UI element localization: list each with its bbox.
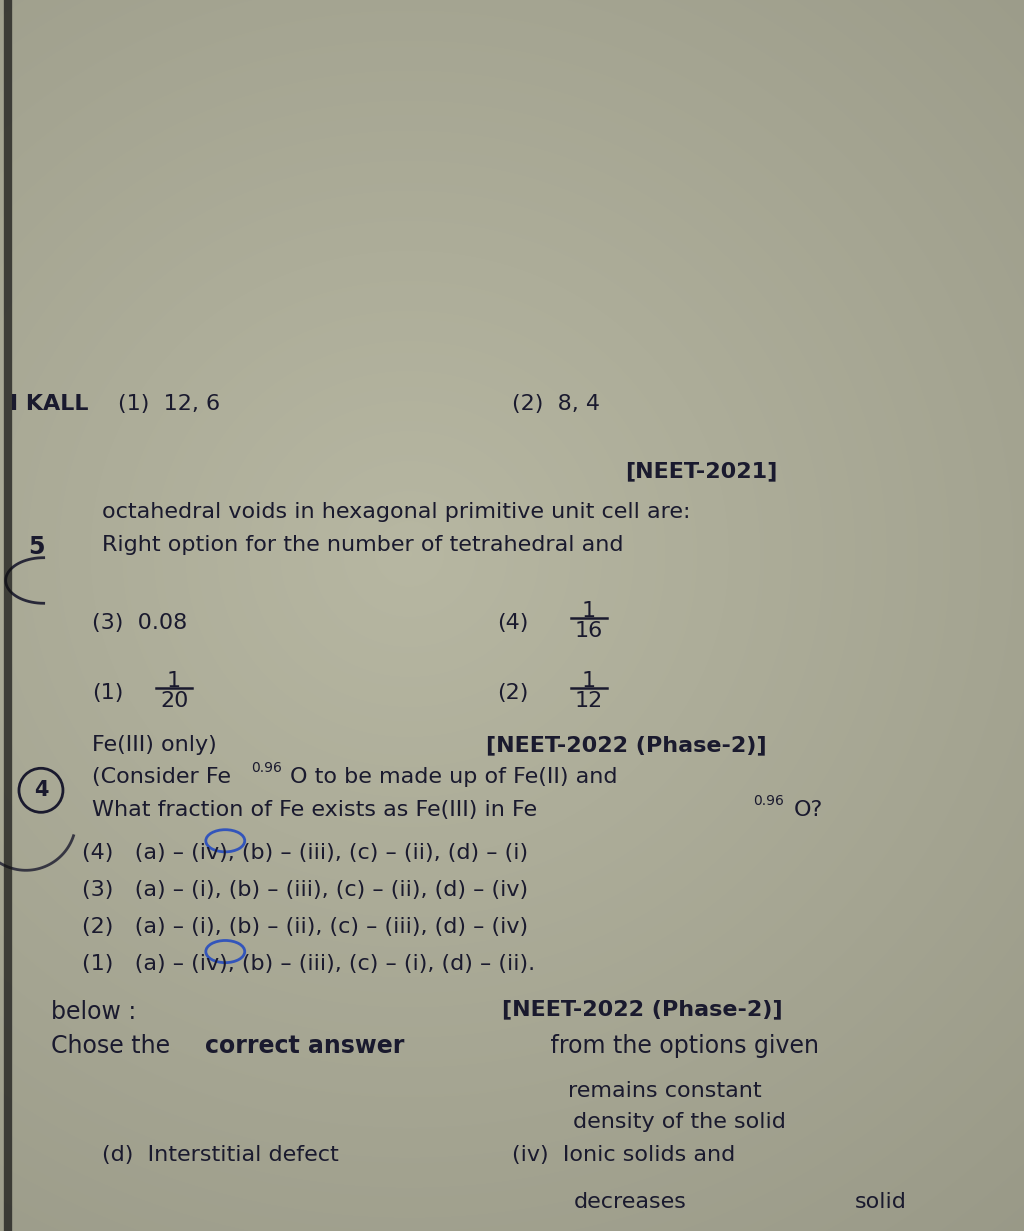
Text: 1: 1 bbox=[582, 601, 596, 620]
Text: 0.96: 0.96 bbox=[251, 761, 282, 774]
Text: Chose the: Chose the bbox=[51, 1034, 178, 1057]
Text: octahedral voids in hexagonal primitive unit cell are:: octahedral voids in hexagonal primitive … bbox=[102, 502, 691, 522]
Text: (Consider Fe: (Consider Fe bbox=[92, 767, 231, 787]
Text: decreases: decreases bbox=[573, 1192, 686, 1211]
Text: (3)   (a) – (i), (b) – (iii), (c) – (ii), (d) – (iv): (3) (a) – (i), (b) – (iii), (c) – (ii), … bbox=[82, 880, 528, 900]
Text: (1)   (a) – (iv), (b) – (iii), (c) – (i), (d) – (ii).: (1) (a) – (iv), (b) – (iii), (c) – (i), … bbox=[82, 954, 536, 974]
Text: [NEET-2021]: [NEET-2021] bbox=[625, 462, 777, 481]
Text: O to be made up of Fe(II) and: O to be made up of Fe(II) and bbox=[290, 767, 617, 787]
Text: 5: 5 bbox=[29, 535, 45, 559]
Text: (d)  Interstitial defect: (d) Interstitial defect bbox=[102, 1145, 339, 1165]
Text: [NEET-2022 (Phase-2)]: [NEET-2022 (Phase-2)] bbox=[502, 1000, 782, 1019]
Text: Right option for the number of tetrahedral and: Right option for the number of tetrahedr… bbox=[102, 535, 624, 555]
Text: (1)  12, 6: (1) 12, 6 bbox=[118, 394, 220, 414]
Text: 1: 1 bbox=[582, 671, 596, 691]
Text: (4): (4) bbox=[497, 613, 528, 633]
Text: 1: 1 bbox=[167, 671, 181, 691]
Text: 4: 4 bbox=[34, 780, 48, 800]
Text: (1): (1) bbox=[92, 683, 124, 703]
Text: O?: O? bbox=[794, 800, 823, 820]
Text: 12: 12 bbox=[574, 691, 603, 712]
Text: remains constant: remains constant bbox=[568, 1081, 762, 1101]
Text: What fraction of Fe exists as Fe(III) in Fe: What fraction of Fe exists as Fe(III) in… bbox=[92, 800, 538, 820]
Text: 20: 20 bbox=[160, 691, 188, 712]
Text: (3)  0.08: (3) 0.08 bbox=[92, 613, 187, 633]
Text: (2)   (a) – (i), (b) – (ii), (c) – (iii), (d) – (iv): (2) (a) – (i), (b) – (ii), (c) – (iii), … bbox=[82, 917, 528, 937]
Text: density of the solid: density of the solid bbox=[573, 1112, 786, 1131]
Text: Fe(III) only): Fe(III) only) bbox=[92, 735, 217, 755]
Text: solid: solid bbox=[855, 1192, 907, 1211]
Text: 16: 16 bbox=[574, 620, 603, 641]
Text: (iv)  Ionic solids and: (iv) Ionic solids and bbox=[512, 1145, 735, 1165]
Text: (2): (2) bbox=[497, 683, 528, 703]
Text: (2)  8, 4: (2) 8, 4 bbox=[512, 394, 600, 414]
Text: I KALL: I KALL bbox=[10, 394, 89, 414]
Text: correct answer: correct answer bbox=[205, 1034, 404, 1057]
Text: from the options given: from the options given bbox=[543, 1034, 819, 1057]
Text: below :: below : bbox=[51, 1000, 136, 1023]
Text: 0.96: 0.96 bbox=[753, 794, 783, 808]
Text: (4)   (a) – (iv), (b) – (iii), (c) – (ii), (d) – (i): (4) (a) – (iv), (b) – (iii), (c) – (ii),… bbox=[82, 843, 528, 863]
Text: [NEET-2022 (Phase-2)]: [NEET-2022 (Phase-2)] bbox=[486, 735, 767, 755]
